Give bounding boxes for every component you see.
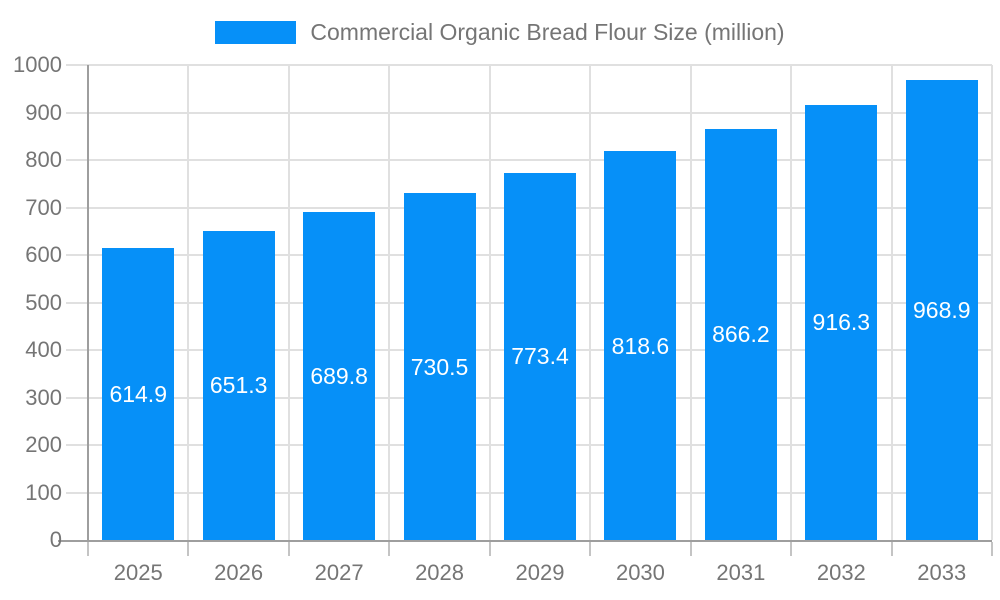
bar: [905, 79, 978, 540]
x-gridline: [790, 65, 793, 540]
y-axis-tick-label: 0: [49, 527, 62, 552]
x-gridline: [689, 65, 692, 540]
bar-value-label: 689.8: [310, 363, 368, 390]
y-axis-tick-label: 400: [25, 337, 62, 362]
x-gridline: [589, 65, 592, 540]
bar: [303, 212, 376, 540]
bar-value-label: 773.4: [511, 343, 569, 370]
bar: [504, 172, 576, 540]
y-axis-tick-label: 1000: [13, 52, 62, 77]
x-axis-tick: [589, 542, 592, 556]
bar: [403, 193, 476, 540]
x-axis-category-label: 2033: [917, 560, 967, 585]
x-axis-line: [58, 540, 992, 542]
x-gridline: [287, 65, 290, 540]
x-axis-tick: [890, 542, 893, 556]
x-gridline: [388, 65, 391, 540]
bar-value-label: 916.3: [812, 309, 871, 336]
x-axis-category-label: 2032: [816, 560, 866, 585]
x-axis-category-label: 2029: [515, 560, 565, 585]
y-axis-tick-label: 600: [25, 242, 62, 267]
x-axis-tick: [287, 542, 290, 556]
y-axis-tick-label: 100: [25, 479, 62, 505]
bar: [102, 247, 175, 540]
y-axis-line: [87, 65, 89, 542]
x-gridline: [488, 65, 491, 540]
bar: [202, 230, 275, 540]
x-gridline: [991, 65, 993, 540]
x-axis-tick: [388, 542, 391, 556]
legend: Commercial Organic Bread Flour Size (mil…: [0, 19, 1000, 46]
y-axis-tick-label: 800: [25, 147, 62, 172]
y-axis-tick-label: 900: [25, 99, 62, 125]
x-axis-tick: [187, 542, 190, 556]
y-axis-tick-label: 700: [25, 194, 62, 220]
y-axis-tick-label: 500: [25, 289, 62, 315]
y-axis-tick-label: 200: [25, 432, 62, 457]
x-axis-category-label: 2026: [214, 560, 264, 585]
legend-series-label: Commercial Organic Bread Flour Size (mil…: [310, 19, 785, 45]
bar-value-label: 651.3: [209, 372, 268, 399]
bar: [604, 151, 677, 540]
y-gridline: [66, 111, 992, 114]
y-axis-tick-label: 300: [25, 384, 62, 410]
legend-swatch: [215, 21, 297, 44]
x-axis-tick: [689, 542, 692, 556]
bar: [805, 104, 878, 540]
x-gridline: [890, 65, 893, 540]
y-gridline: [66, 159, 992, 161]
x-axis-category-label: 2028: [415, 560, 465, 585]
x-axis-category-label: 2031: [716, 560, 766, 585]
bar: [704, 128, 777, 540]
x-axis-tick: [488, 542, 491, 556]
y-gridline: [66, 64, 992, 66]
x-axis-category-label: 2030: [615, 560, 665, 585]
bar-value-label: 968.9: [912, 296, 971, 323]
bar-value-label: 866.2: [712, 321, 770, 348]
x-axis-tick: [87, 542, 89, 556]
bar-value-label: 730.5: [410, 353, 469, 380]
bar-value-label: 614.9: [109, 380, 167, 407]
x-axis-category-label: 2027: [314, 560, 364, 585]
x-axis-tick: [991, 542, 993, 556]
x-axis-category-label: 2025: [113, 560, 163, 585]
x-gridline: [187, 65, 190, 540]
bar-value-label: 818.6: [611, 332, 670, 359]
x-axis-tick: [790, 542, 793, 556]
